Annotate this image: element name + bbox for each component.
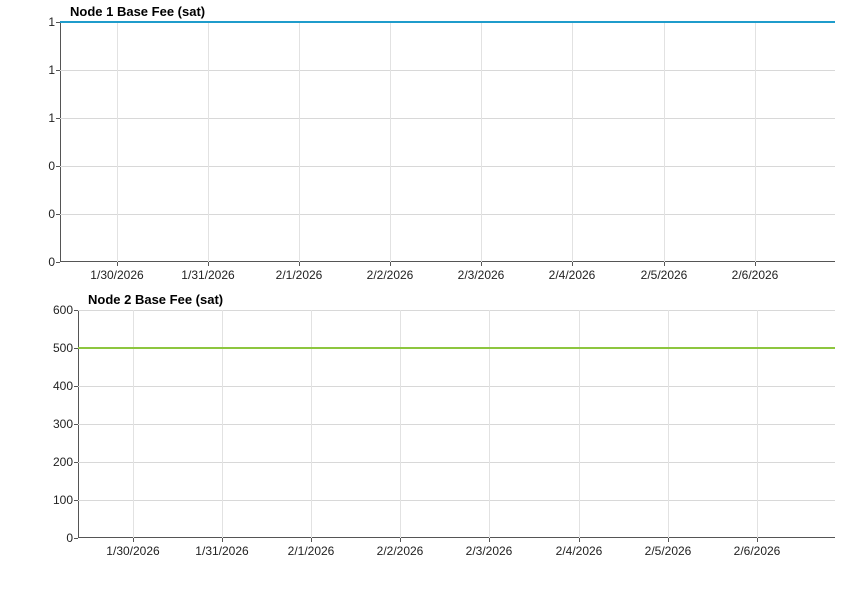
chart-panel-node2: Node 2 Base Fee (sat) 600 500 400 300 200 100… [0, 290, 860, 600]
x-axis-tick-mark [579, 538, 580, 542]
gridline-horizontal [78, 310, 835, 311]
y-axis-tick-label: 300 [52, 417, 73, 431]
y-axis-tick-label: 100 [52, 493, 73, 507]
y-axis-tick-label: 400 [52, 379, 73, 393]
gridline-vertical [757, 310, 758, 538]
gridline-horizontal [60, 118, 835, 119]
y-axis-tick-mark [74, 386, 78, 387]
x-axis-tick-label: 2/1/2026 [275, 268, 323, 282]
x-axis-node2 [78, 537, 835, 538]
gridline-vertical [668, 310, 669, 538]
y-axis-tick-mark [74, 310, 78, 311]
y-axis-tick-mark [74, 462, 78, 463]
x-axis-tick-mark [668, 538, 669, 542]
gridline-vertical [222, 310, 223, 538]
x-axis-tick-label: 2/4/2026 [548, 268, 596, 282]
x-axis-tick-mark [390, 262, 391, 266]
y-axis-tick-mark [56, 262, 60, 263]
y-axis-tick-label: 1 [48, 63, 55, 77]
gridline-horizontal [78, 462, 835, 463]
gridline-vertical [390, 22, 391, 262]
x-axis-tick-mark [572, 262, 573, 266]
y-axis-tick-label: 0 [48, 159, 55, 173]
x-axis-tick-label: 1/30/2026 [106, 544, 160, 558]
gridline-vertical [311, 310, 312, 538]
x-axis-tick-mark [117, 262, 118, 266]
series-line [78, 347, 835, 349]
y-axis-tick-label: 600 [52, 303, 73, 317]
chart-title-node2: Node 2 Base Fee (sat) [88, 292, 224, 307]
x-axis-node1 [60, 261, 835, 262]
y-axis-tick-mark [56, 70, 60, 71]
chart-title-node1: Node 1 Base Fee (sat) [70, 4, 206, 19]
x-axis-tick-label: 2/4/2026 [555, 544, 603, 558]
y-axis-tick-mark [56, 214, 60, 215]
gridline-horizontal [60, 214, 835, 215]
x-axis-tick-mark [311, 538, 312, 542]
y-axis-tick-mark [74, 348, 78, 349]
gridline-vertical [755, 22, 756, 262]
y-axis-tick-label: 0 [48, 255, 55, 269]
gridline-horizontal [78, 500, 835, 501]
y-axis-tick-mark [56, 118, 60, 119]
gridline-vertical [489, 310, 490, 538]
x-axis-tick-label: 2/1/2026 [287, 544, 335, 558]
x-axis-tick-mark [222, 538, 223, 542]
x-axis-tick-mark [400, 538, 401, 542]
gridline-horizontal [60, 70, 835, 71]
x-axis-tick-label: 2/2/2026 [366, 268, 414, 282]
y-axis-tick-label: 0 [48, 207, 55, 221]
x-axis-tick-mark [481, 262, 482, 266]
x-axis-tick-mark [208, 262, 209, 266]
plot-area-node1: 1 1 1 0 0 0 1/30/2026 1/31/2026 2/1/2026 2/2/2026… [48, 15, 835, 282]
gridline-vertical [299, 22, 300, 262]
x-axis-tick-mark [757, 538, 758, 542]
y-axis-tick-label: 1 [48, 15, 55, 29]
y-axis-tick-mark [56, 22, 60, 23]
gridline-vertical [481, 22, 482, 262]
x-axis-tick-label: 1/31/2026 [195, 544, 249, 558]
x-axis-tick-label: 1/31/2026 [181, 268, 235, 282]
gridline-vertical [400, 310, 401, 538]
x-axis-tick-label: 2/5/2026 [640, 268, 688, 282]
x-axis-tick-label: 2/6/2026 [731, 268, 779, 282]
y-axis-tick-label: 1 [48, 111, 55, 125]
y-axis-tick-label: 0 [66, 531, 73, 545]
x-axis-tick-label: 2/6/2026 [733, 544, 781, 558]
x-axis-tick-label: 2/3/2026 [457, 268, 505, 282]
y-axis-node1 [60, 22, 61, 262]
x-axis-tick-mark [299, 262, 300, 266]
x-axis-tick-label: 2/2/2026 [376, 544, 424, 558]
chart-panel-node1: Node 1 Base Fee (sat) 1 1 1 0 0 0 1/30/2026 1/3… [0, 0, 860, 288]
x-axis-tick-label: 2/5/2026 [644, 544, 692, 558]
x-axis-tick-mark [664, 262, 665, 266]
series-line [60, 21, 835, 23]
x-axis-tick-label: 1/30/2026 [90, 268, 144, 282]
x-axis-tick-mark [489, 538, 490, 542]
plot-area-node2: 600 500 400 300 200 100 0 1/30/2026 1/31/2026 2/1… [53, 303, 835, 558]
gridline-horizontal [78, 424, 835, 425]
gridline-vertical [664, 22, 665, 262]
gridline-horizontal [78, 386, 835, 387]
x-axis-tick-mark [133, 538, 134, 542]
x-axis-tick-label: 2/3/2026 [465, 544, 513, 558]
y-axis-tick-label: 500 [52, 341, 73, 355]
y-axis-tick-label: 200 [52, 455, 73, 469]
x-axis-tick-mark [755, 262, 756, 266]
gridline-vertical [572, 22, 573, 262]
y-axis-tick-mark [74, 500, 78, 501]
gridline-vertical [579, 310, 580, 538]
gridline-vertical [208, 22, 209, 262]
gridline-horizontal [60, 166, 835, 167]
gridline-vertical [133, 310, 134, 538]
gridline-vertical [117, 22, 118, 262]
y-axis-tick-mark [74, 538, 78, 539]
y-axis-tick-mark [56, 166, 60, 167]
y-axis-tick-mark [74, 424, 78, 425]
